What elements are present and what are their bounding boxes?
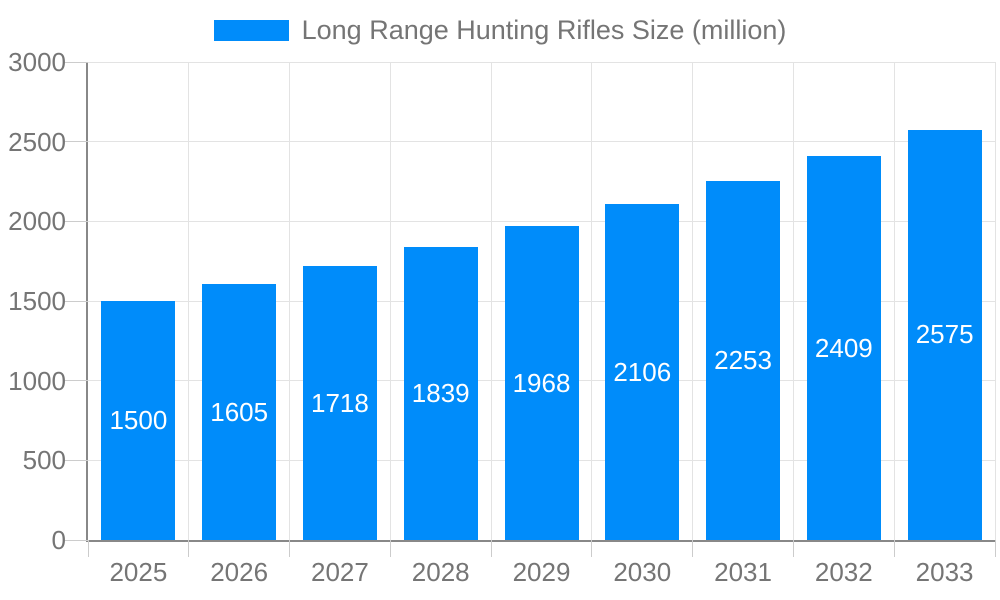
vertical-gridline [389,62,391,540]
bar-value-label: 1968 [512,367,571,398]
plot-area: 0 500 1000 1500 2000 2500 3000 2025 1500 2026 1605… [8,47,996,587]
y-axis-tick-label: 500 [22,445,66,476]
x-axis-tick-label: 2028 [411,557,470,587]
y-axis-tick [64,380,88,382]
y-axis-tick [64,459,88,461]
y-axis-tick-label: 1000 [8,365,66,396]
vertical-gridline [188,62,190,540]
bar[interactable]: 1968 [504,226,579,540]
bar[interactable]: 1839 [403,247,478,540]
y-axis-tick [64,61,88,63]
bar-value-label: 2575 [915,319,974,350]
bar[interactable]: 2253 [706,181,781,540]
y-axis-tick-label: 3000 [8,47,66,77]
x-axis-tick [289,540,291,557]
x-axis-tick-label: 2032 [814,557,873,587]
vertical-gridline [792,62,794,540]
bar-value-label: 1500 [109,405,168,435]
bar[interactable]: 1718 [302,266,377,540]
x-axis-tick-label: 2025 [109,557,168,587]
legend-swatch-icon [213,19,289,41]
bar-value-label: 1839 [411,378,470,408]
legend[interactable]: Long Range Hunting Rifles Size (million) [0,14,1000,46]
x-axis-tick-label: 2031 [714,557,772,587]
bar[interactable]: 2106 [605,204,680,540]
vertical-gridline [591,62,593,540]
x-axis-tick [591,540,593,557]
vertical-gridline [490,62,492,540]
x-axis-tick [87,540,89,557]
x-axis-line [86,540,995,542]
y-axis-tick-label: 0 [51,525,66,555]
x-axis-tick-label: 2029 [512,557,571,587]
x-axis-tick [692,540,694,557]
bar[interactable]: 2409 [806,156,881,540]
legend-label: Long Range Hunting Rifles Size (million) [301,14,787,45]
vertical-gridline [289,62,291,540]
bar-value-label: 2253 [714,345,772,376]
x-axis-tick [893,540,895,557]
y-axis-tick [64,539,88,541]
bar-value-label: 2106 [613,356,672,387]
bar[interactable]: 2575 [907,129,982,540]
y-axis-tick [64,300,88,302]
vertical-gridline [692,62,694,540]
x-axis-tick-label: 2033 [915,557,974,587]
x-axis-tick-label: 2026 [210,557,269,587]
x-axis-tick [994,540,996,557]
bar[interactable]: 1500 [101,301,176,540]
bar[interactable]: 1605 [202,284,277,540]
horizontal-gridline [88,141,995,143]
x-axis-tick-label: 2030 [613,557,672,587]
vertical-gridline [994,62,996,540]
horizontal-gridline [88,61,995,63]
y-axis-tick-label: 1500 [8,286,66,316]
y-axis-tick [64,141,88,143]
bar-value-label: 1605 [210,396,269,427]
y-axis-tick-label: 2500 [8,126,66,157]
horizontal-gridline [88,220,995,222]
vertical-gridline [893,62,895,540]
y-axis-tick-label: 2000 [8,206,66,237]
x-axis-tick [490,540,492,557]
x-axis-tick [188,540,190,557]
bar-value-label: 2409 [814,332,873,363]
x-axis-tick-label: 2027 [311,557,369,587]
x-axis-tick [389,540,391,557]
x-axis-tick [792,540,794,557]
y-axis-tick [64,220,88,222]
bar-value-label: 1718 [311,387,369,418]
